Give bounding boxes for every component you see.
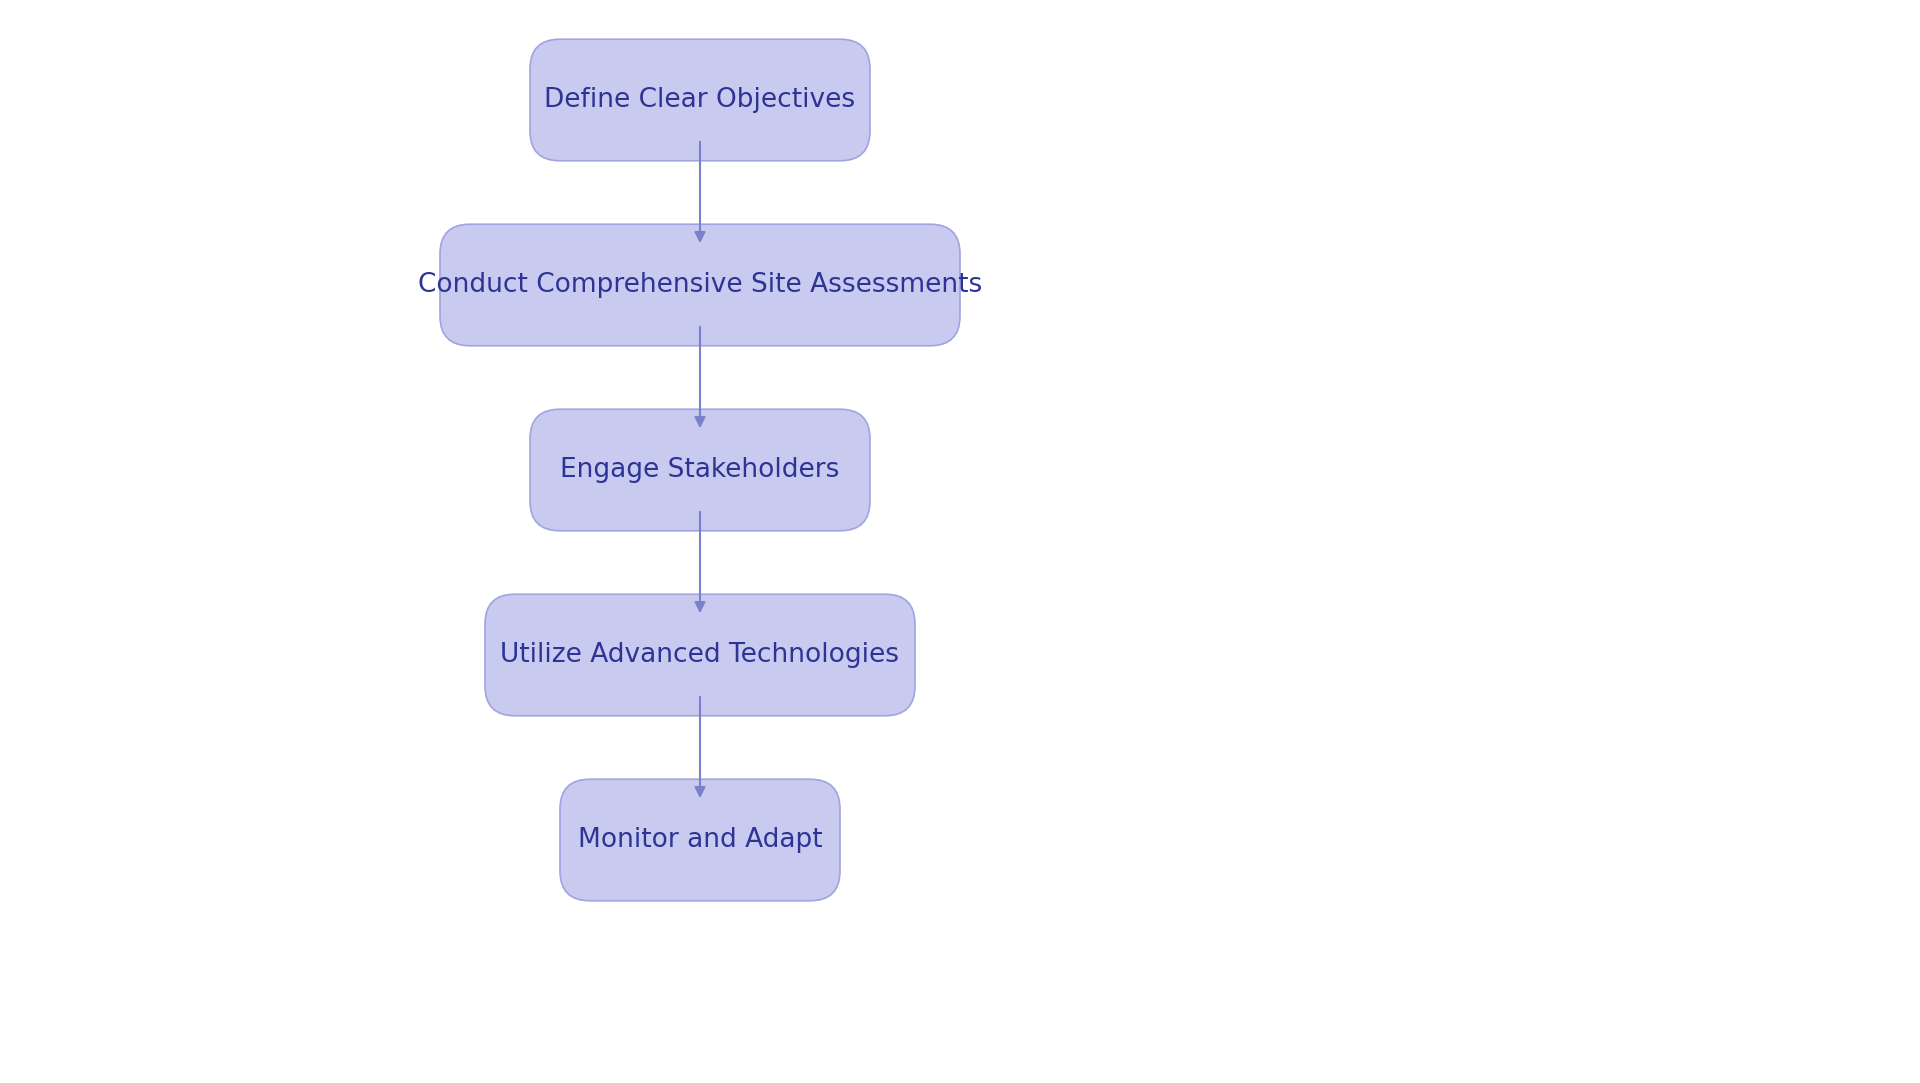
Text: Monitor and Adapt: Monitor and Adapt bbox=[578, 827, 822, 853]
FancyBboxPatch shape bbox=[530, 39, 870, 160]
FancyBboxPatch shape bbox=[486, 595, 916, 716]
Text: Conduct Comprehensive Site Assessments: Conduct Comprehensive Site Assessments bbox=[419, 272, 983, 298]
Text: Define Clear Objectives: Define Clear Objectives bbox=[545, 87, 856, 113]
FancyBboxPatch shape bbox=[440, 224, 960, 345]
FancyBboxPatch shape bbox=[530, 409, 870, 531]
FancyBboxPatch shape bbox=[561, 780, 841, 901]
Text: Engage Stakeholders: Engage Stakeholders bbox=[561, 457, 839, 483]
Text: Utilize Advanced Technologies: Utilize Advanced Technologies bbox=[501, 642, 899, 668]
